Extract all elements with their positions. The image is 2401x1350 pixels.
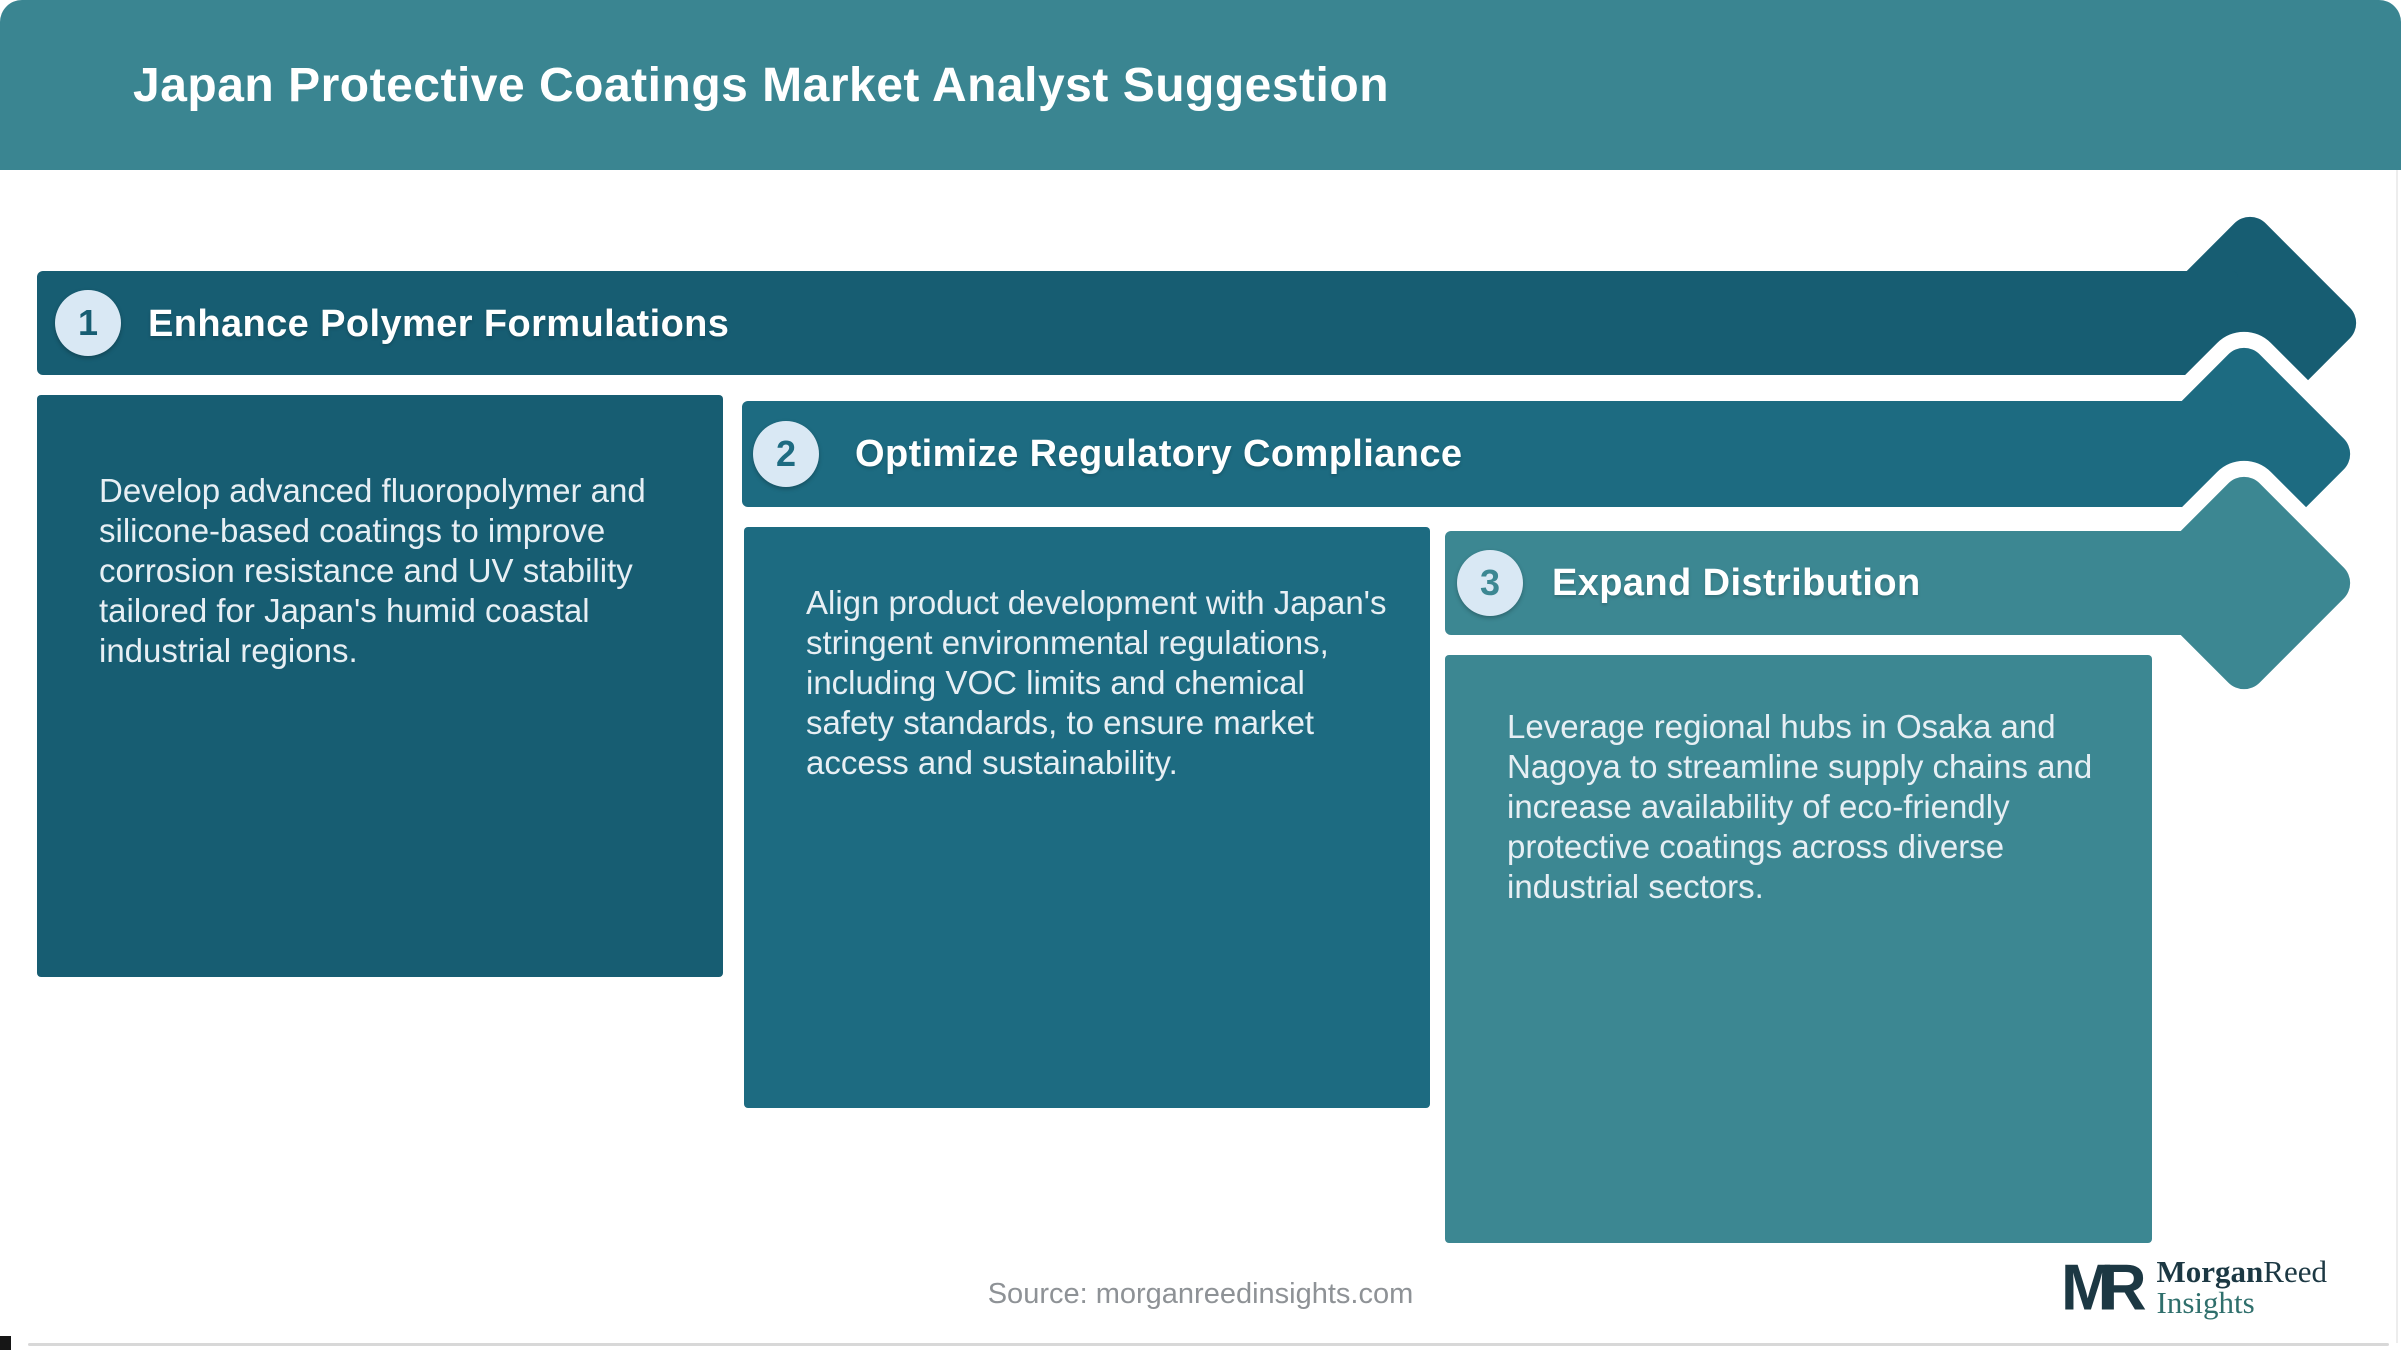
logo-sub-insights: Insights — [2156, 1285, 2255, 1320]
bottom-left-corner-mark — [0, 1336, 11, 1350]
logo-monogram-r: R — [2100, 1250, 2146, 1324]
step3-description: Leverage regional hubs in Osaka and Nago… — [1507, 708, 2093, 905]
logo-monogram: MR — [2061, 1254, 2147, 1319]
step3-arrowhead — [2137, 476, 2351, 690]
logo-text: MorganReed Insights — [2157, 1256, 2327, 1318]
step1-title: Enhance Polymer Formulations — [148, 302, 730, 345]
step2-number-badge: 2 — [753, 421, 819, 487]
step1-number: 1 — [77, 302, 99, 343]
step3-title: Expand Distribution — [1552, 561, 1921, 604]
right-edge-line — [2396, 170, 2398, 1343]
step1-description-box: Develop advanced fluoropolymer and silic… — [37, 395, 723, 977]
step1-number-badge: 1 — [55, 290, 121, 356]
step1-arrowhead — [2143, 216, 2357, 430]
morganreed-logo: MR MorganReed Insights — [2061, 1254, 2327, 1319]
step2-title: Optimize Regulatory Compliance — [855, 433, 1463, 475]
step2-description: Align product development with Japan's s… — [806, 584, 1387, 781]
logo-name-morgan: Morgan — [2156, 1254, 2264, 1289]
source-text: Source: morganreedinsights.com — [987, 1278, 1414, 1310]
step2-number: 2 — [775, 433, 797, 474]
logo-monogram-m: M — [2061, 1250, 2114, 1324]
logo-name: MorganReed — [2157, 1256, 2327, 1287]
step3-number-badge: 3 — [1457, 550, 1523, 616]
bottom-divider — [28, 1343, 2389, 1346]
step3-number: 3 — [1479, 562, 1501, 603]
logo-name-reed: Reed — [2263, 1254, 2327, 1289]
page-title: Japan Protective Coatings Market Analyst… — [133, 58, 1390, 112]
step1-description: Develop advanced fluoropolymer and silic… — [99, 472, 646, 669]
step2-description-box: Align product development with Japan's s… — [744, 527, 1430, 1108]
header-bar: Japan Protective Coatings Market Analyst… — [0, 0, 2401, 170]
step2-arrowhead — [2137, 347, 2351, 561]
step3-description-box: Leverage regional hubs in Osaka and Nago… — [1445, 655, 2152, 1243]
